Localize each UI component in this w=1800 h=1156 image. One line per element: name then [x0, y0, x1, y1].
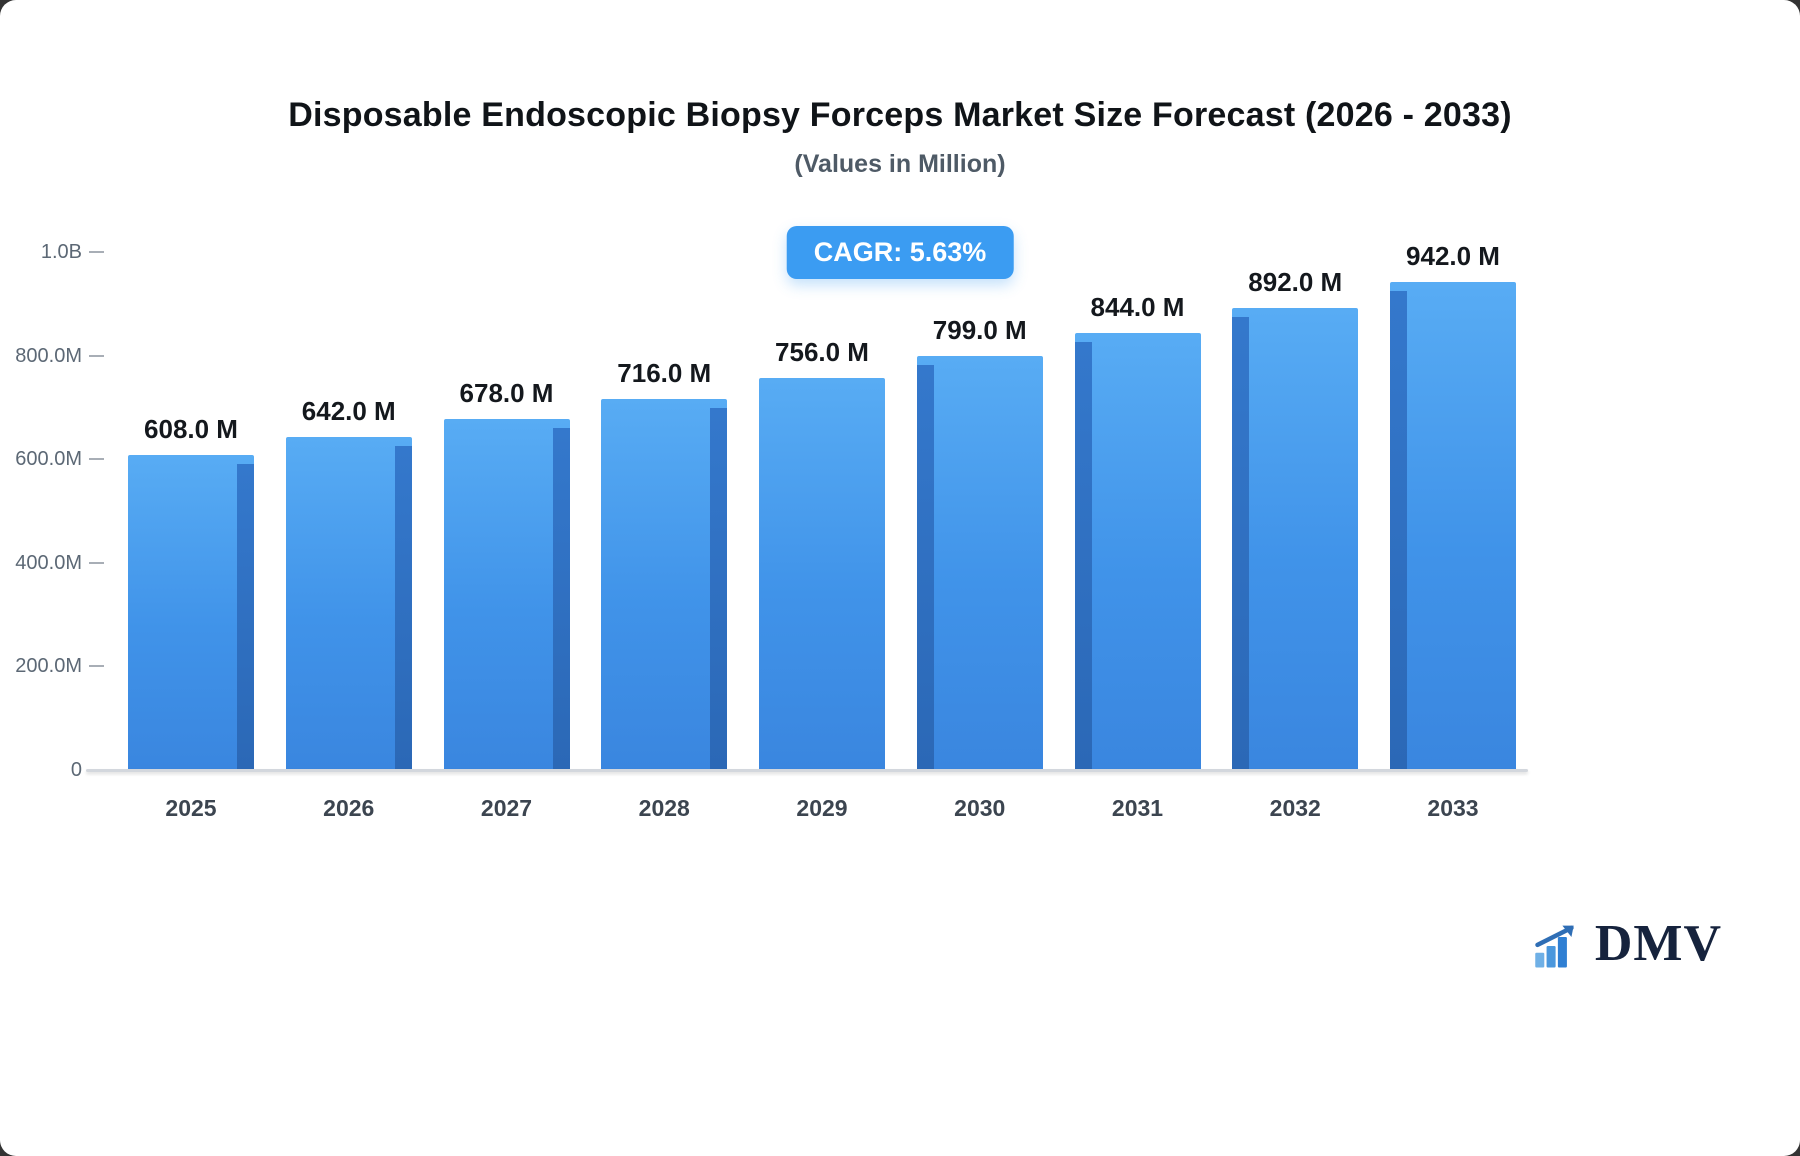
bar-3d-side	[916, 365, 934, 770]
bar-value-label: 892.0 M	[1248, 266, 1343, 297]
bar-3d-side	[1074, 341, 1092, 770]
y-tick-mark	[89, 458, 104, 461]
x-axis-label: 2027	[480, 795, 533, 821]
bar-slot: 844.0 M 2031	[1074, 252, 1201, 821]
x-axis-label: 2028	[638, 795, 690, 821]
bar-slot: 716.0 M 2028	[601, 252, 728, 821]
bar-2031: 844.0 M	[1074, 292, 1201, 770]
y-tick-label: 0	[70, 759, 82, 781]
bar-2025: 608.0 M	[128, 414, 254, 770]
bar-slot: 799.0 M 2030	[916, 252, 1043, 821]
y-tick-label: 1.0B	[40, 241, 82, 263]
y-tick-label: 800.0M	[15, 344, 82, 367]
bar-slot: 678.0 M 2027	[443, 252, 570, 821]
bar-slot: 756.0 M 2029	[759, 252, 885, 821]
y-tick-label: 600.0M	[15, 448, 82, 471]
x-axis-label: 2029	[796, 795, 848, 821]
bar-value-label: 608.0 M	[144, 414, 238, 445]
logo-text: DMV	[1594, 915, 1722, 972]
x-axis-label: 2031	[1111, 795, 1164, 821]
x-axis-label: 2026	[323, 795, 375, 821]
chart-title: Disposable Endoscopic Biopsy Forceps Mar…	[288, 96, 1512, 134]
x-axis-label: 2033	[1427, 795, 1479, 821]
brand-logo: DMV	[1533, 918, 1722, 970]
bar-3d-side	[1232, 316, 1250, 770]
x-axis-label: 2025	[165, 795, 217, 821]
bar-value-label: 799.0 M	[932, 315, 1027, 346]
x-axis-label: 2032	[1269, 795, 1321, 821]
bar-slot: 942.0 M 2033	[1390, 241, 1516, 821]
y-tick-mark	[89, 251, 104, 253]
bar-2029: 756.0 M	[759, 337, 885, 770]
bar-value-label: 716.0 M	[617, 358, 712, 389]
bar-3d-side	[394, 446, 412, 770]
bar-2033: 942.0 M	[1390, 241, 1516, 770]
bar-slot: 642.0 M 2026	[285, 252, 412, 821]
bar-slot: 892.0 M 2032	[1232, 252, 1359, 821]
bar-value-label: 942.0 M	[1406, 241, 1500, 272]
y-tick-label: 200.0M	[15, 655, 82, 678]
y-tick-mark	[89, 354, 104, 357]
y-tick-label: 400.0M	[15, 551, 82, 574]
chart-subtitle: (Values in Million)	[794, 150, 1006, 178]
bar-value-label: 642.0 M	[301, 396, 396, 427]
bar-2028: 716.0 M	[601, 358, 728, 770]
bar-2026: 642.0 M	[285, 396, 412, 770]
bar-2032: 892.0 M	[1232, 267, 1359, 770]
bars-container: 608.0 M 2025 642.0 M 2026 678.0 M 2027 716.0 M…	[122, 241, 1522, 821]
bar-slot: 608.0 M 2025	[128, 252, 254, 821]
x-axis-label: 2030	[954, 795, 1006, 821]
bar-value-label: 756.0 M	[775, 337, 869, 368]
bar-3d-side	[710, 408, 728, 770]
bar-3d-side	[237, 464, 254, 770]
bar-2027: 678.0 M	[443, 378, 570, 770]
logo-bars-icon	[1535, 925, 1574, 968]
bar-2030: 799.0 M	[916, 315, 1043, 770]
cagr-badge: CAGR: 5.63%	[786, 226, 1014, 279]
x-axis-line	[86, 769, 1528, 772]
bar-3d-side	[552, 427, 570, 770]
y-tick-mark	[89, 561, 104, 564]
plot-area: 0 200.0M 400.0M 600.0M 800.0M 1.0B 608.0 M 202…	[15, 241, 1528, 821]
y-tick-mark	[89, 665, 104, 668]
bar-3d-side	[1390, 291, 1407, 770]
bar-value-label: 678.0 M	[459, 377, 554, 408]
bar-value-label: 844.0 M	[1090, 291, 1185, 322]
